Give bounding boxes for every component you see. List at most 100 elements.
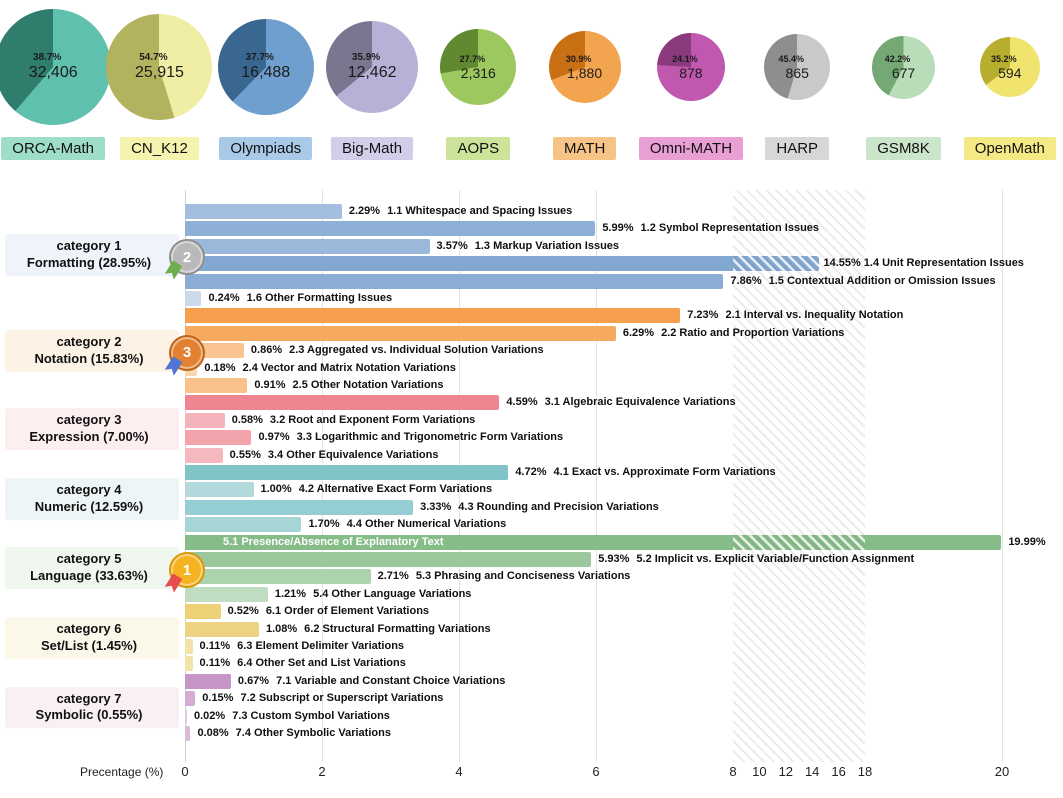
category-total: Formatting (28.95%) [26,255,152,271]
pie-count: 25,915 [134,64,184,81]
bar-value: 3.57% [436,239,468,252]
axis-break-hatch [733,190,865,762]
pie-chart: 24.1% 878 [656,33,725,101]
pie-wrap: 35.9% 12,462 [326,0,419,134]
pie-wrap: 30.9% 1,880 [548,0,621,134]
bar-name: 4.1 Exact vs. Approximate Form Variation… [553,466,776,478]
pie-wrap: 38.7% 32,406 [0,0,112,134]
bar [185,586,268,602]
category-total: Symbolic (0.55%) [35,707,143,723]
bar-value: 0.15% [202,692,234,705]
bar-value: 0.52% [227,605,259,618]
pie-count: 878 [679,64,703,81]
bar [185,499,414,515]
pie-percentage: 24.1% [672,53,698,64]
medal-rank: 3 [182,344,192,362]
x-tick-label: 12 [778,764,794,779]
pie-percentage: 37.7% [245,52,274,63]
bar [185,708,187,724]
pie-percentage: 38.7% [32,52,62,63]
pie-wrap: 35.2% 594 [979,0,1040,134]
pie-group: 54.7% 25,915 CN_K12 [106,0,213,178]
dataset-label: CN_K12 [120,137,199,160]
dataset-label: OpenMath [963,137,1056,160]
bar [185,395,500,411]
pie-chart: 27.7% 2,316 [440,29,517,105]
bar-value: 7.86% [730,274,762,287]
category-label: category 6 Set/List (1.45%) [5,617,179,659]
bar-label: 0.11% 6.4 Other Set and List Variations [200,656,406,671]
bar-value: 0.91% [254,379,286,391]
bar-label: 2.29% 1.1 Whitespace and Spacing Issues [349,204,572,219]
pie-chart: 35.9% 12,462 [326,21,419,113]
pie-percentage: 42.2% [884,53,911,64]
bar-label: 3.33% 4.3 Rounding and Precision Variatio… [420,500,659,515]
x-axis-label: Precentage (%) [80,765,164,779]
category-label: category 4 Numeric (12.59%) [5,477,179,520]
dataset-label: AOPS [446,137,511,160]
bar-name: 1.5 Contextual Addition or Omission Issu… [768,274,996,287]
bar-name: 6.1 Order of Element Variations [265,605,430,618]
bar-name: 1.1 Whitespace and Spacing Issues [387,205,573,217]
bar-name: 7.1 Variable and Constant Choice Variati… [276,674,506,687]
bar-label: 5.99% 1.2 Symbol Representation Issues [602,221,819,236]
bar-hatch-overlay [733,256,820,272]
bar-label: 14.55% 1.4 Unit Representation Issues [823,256,1023,271]
bar [185,656,193,672]
bar-name: 1.2 Symbol Representation Issues [640,222,820,235]
bar-value: 2.71% [377,570,409,583]
bar [185,447,223,463]
pie-count: 865 [785,64,809,81]
bar-value: 14.55% [823,257,861,270]
bar-name: 2.3 Aggregated vs. Individual Solution V… [289,344,544,357]
pie-chart: 38.7% 32,406 [0,9,112,125]
bar [185,256,820,272]
category-label: category 2 Notation (15.83%) [5,330,179,372]
pie-chart: 37.7% 16,488 [217,19,314,115]
dataset-label: ORCA-Math [1,137,105,160]
bar [185,204,342,219]
pie-group: 37.7% 16,488 Olympiads [213,0,319,178]
bar-name: 7.4 Other Symbolic Variations [235,727,391,739]
bar-name: 1.6 Other Formatting Issues [246,292,393,304]
x-tick-label: 8 [729,764,737,779]
bar-label: 4.72% 4.1 Exact vs. Approximate Form Vari… [515,465,775,480]
bar-label: 1.70% 4.4 Other Numerical Variations [308,517,506,532]
pie-wrap: 54.7% 25,915 [106,0,213,134]
gridline [596,190,597,762]
bar-label: 5.93% 5.2 Implicit vs. Explicit Variable/… [598,552,914,567]
bar-value: 0.11% [199,657,231,670]
bar-value: 0.58% [231,413,263,426]
pie-count: 677 [891,64,916,81]
bar-value: 6.29% [622,326,655,339]
bar-value: 5.93% [598,553,630,565]
x-tick-label: 14 [804,764,820,779]
bar-name: 4.2 Alternative Exact Form Variations [298,483,493,496]
bar-label: 1.00% 4.2 Alternative Exact Form Variatio… [261,482,493,497]
category-name: category 5 [56,551,122,567]
bar [185,604,221,620]
category-name: category 1 [56,238,122,254]
bar [185,691,196,707]
pie-group: 38.7% 32,406 ORCA-Math [0,0,112,178]
pie-wrap: 24.1% 878 [656,0,725,134]
bar-value: 1.21% [274,587,307,600]
bar-value: 0.18% [204,361,236,374]
bar [185,238,430,254]
bar-name: 5.4 Other Language Variations [313,587,472,600]
pie-text: 35.2% 594 [980,37,1040,97]
bar-label: 0.52% 6.1 Order of Element Variations [228,604,429,619]
pie-group: 45.4% 865 HARP [744,0,850,178]
pie-group: 35.9% 12,462 Big-Math [319,0,425,178]
bar-name: 6.4 Other Set and List Variations [237,657,406,670]
bar-name: 3.2 Root and Exponent Form Variations [269,413,476,426]
medal-rank: 1 [182,561,192,579]
bar-value: 4.72% [515,466,547,478]
pie-group: 35.2% 594 OpenMath [957,0,1063,178]
pie-percentage: 30.9% [565,53,592,64]
bar-value: 0.24% [208,292,240,304]
category-name: category 6 [56,621,122,637]
bar-label: 7.23% 2.1 Interval vs. Inequality Notatio… [687,308,903,323]
category-label: category 5 Language (33.63%) [5,547,179,590]
